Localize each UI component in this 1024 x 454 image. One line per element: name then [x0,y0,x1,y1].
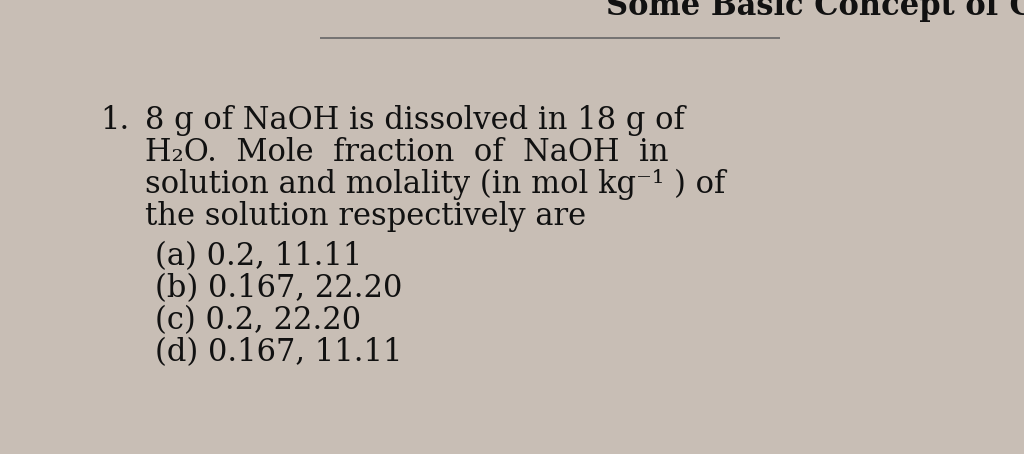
Text: 8 g of NaOH is dissolved in 18 g of: 8 g of NaOH is dissolved in 18 g of [145,105,685,136]
Text: 1.: 1. [100,105,129,136]
Text: (d) 0.167, 11.11: (d) 0.167, 11.11 [155,337,402,368]
Text: (b) 0.167, 22.20: (b) 0.167, 22.20 [155,273,402,304]
Text: solution and molality (in mol kg⁻¹ ) of: solution and molality (in mol kg⁻¹ ) of [145,169,725,200]
Text: the solution respectively are: the solution respectively are [145,201,586,232]
Text: (c) 0.2, 22.20: (c) 0.2, 22.20 [155,305,361,336]
Text: Some Basic Concept of C: Some Basic Concept of C [606,0,1024,22]
Text: (a) 0.2, 11.11: (a) 0.2, 11.11 [155,241,362,272]
Text: H₂O.  Mole  fraction  of  NaOH  in: H₂O. Mole fraction of NaOH in [145,137,669,168]
